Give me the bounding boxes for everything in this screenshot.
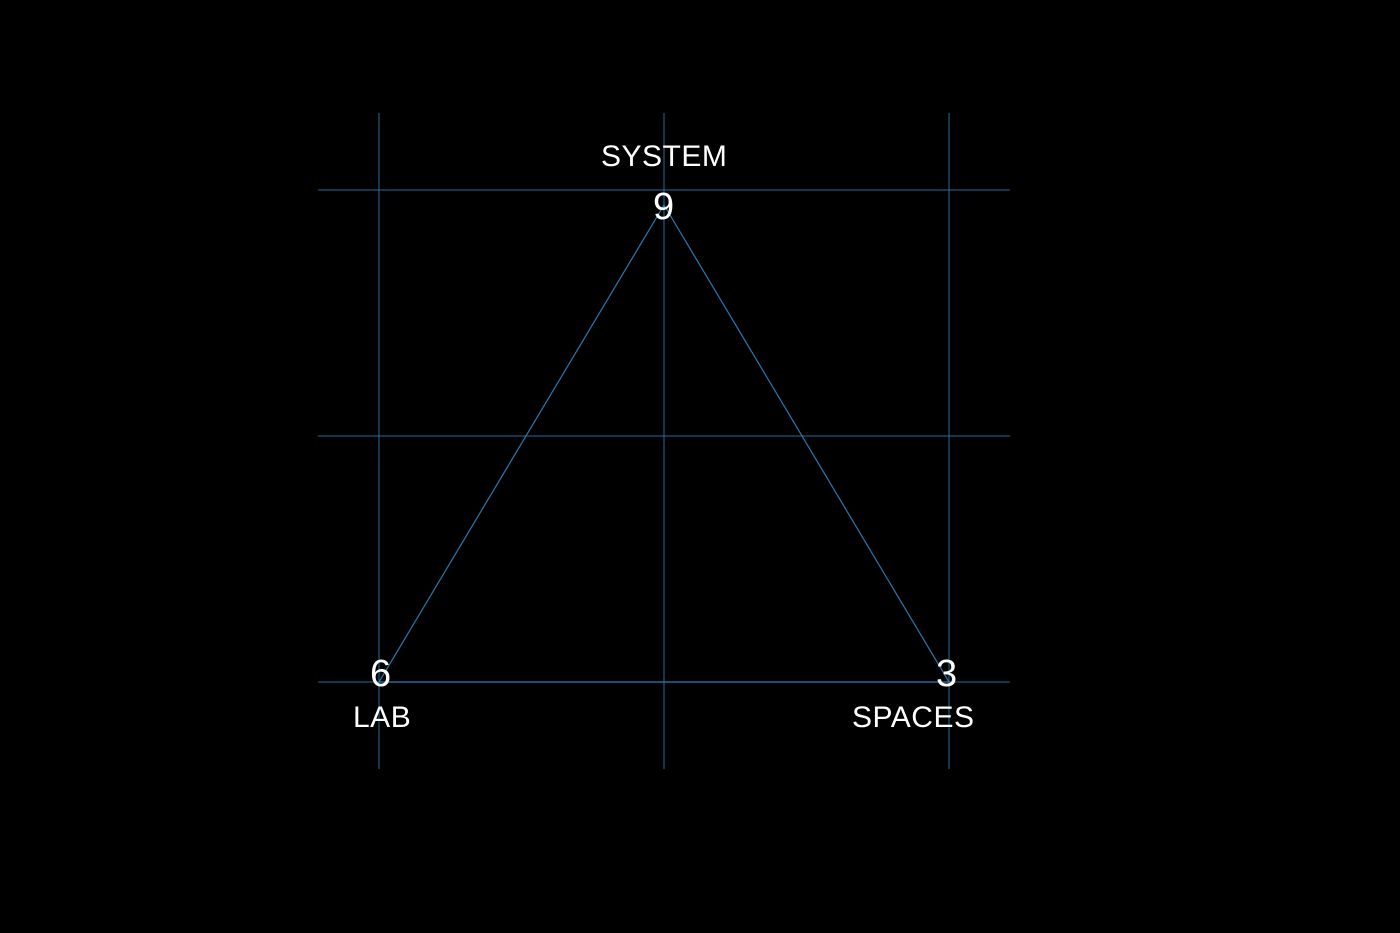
label-right-word: SPACES — [852, 703, 975, 733]
label-top-word: SYSTEM — [601, 142, 727, 172]
label-left-word: LAB — [353, 703, 411, 733]
label-right-number: 3 — [936, 655, 958, 693]
label-top-number: 9 — [653, 188, 675, 226]
label-left-number: 6 — [370, 655, 392, 693]
diagram-canvas: SYSTEM 9 6 LAB 3 SPACES — [0, 0, 1400, 933]
